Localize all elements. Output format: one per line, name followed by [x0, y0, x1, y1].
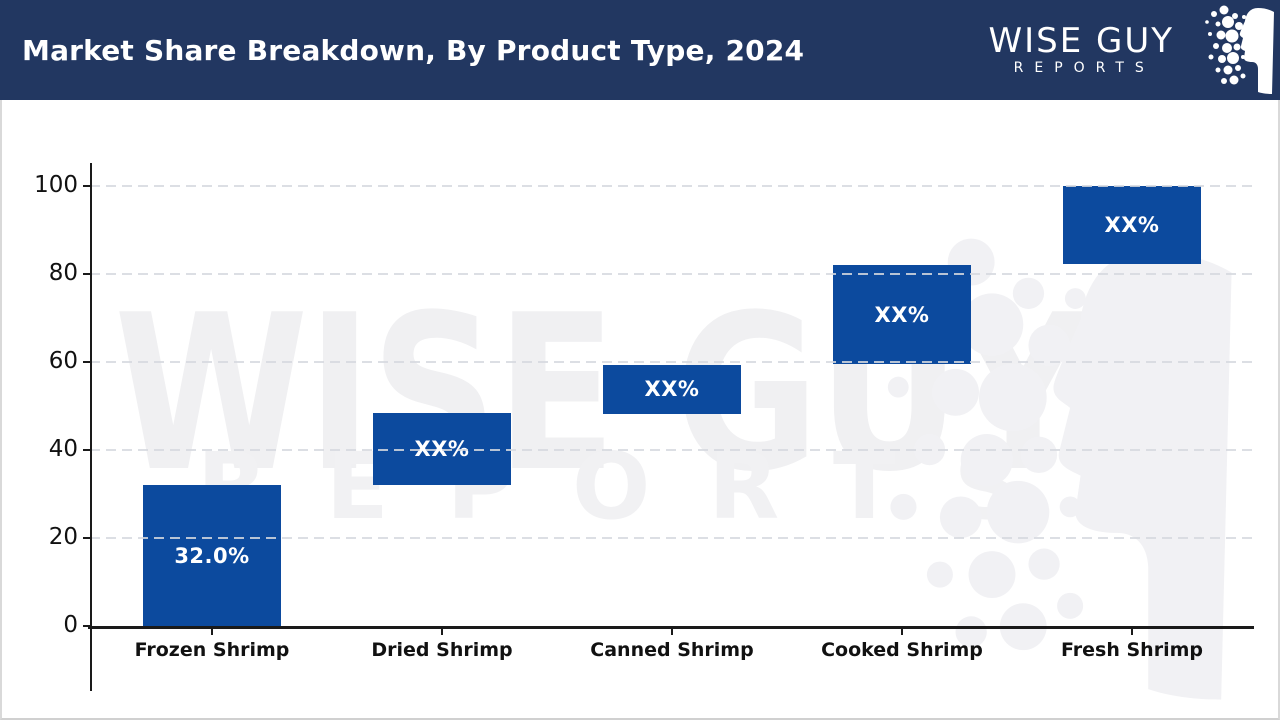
brand-logo: WISE GUY REPORTS — [988, 2, 1280, 98]
x-category-label: Frozen Shrimp — [134, 639, 290, 661]
header-bar: Market Share Breakdown, By Product Type,… — [0, 0, 1280, 100]
x-tick-mark — [441, 628, 443, 635]
x-tick-mark — [1131, 628, 1133, 635]
bar-value-label: XX% — [874, 302, 930, 327]
bar-cooked-shrimp: XX% — [833, 265, 971, 365]
y-tick-label: 100 — [34, 172, 78, 198]
gridline-y-80 — [90, 273, 1254, 275]
x-category-label: Dried Shrimp — [371, 639, 513, 661]
y-tick-label: 20 — [48, 524, 78, 550]
y-tick-mark — [83, 185, 90, 187]
x-tick-mark — [671, 628, 673, 635]
x-category-label: Cooked Shrimp — [821, 639, 983, 661]
bar-value-label: XX% — [1104, 212, 1160, 237]
page-title: Market Share Breakdown, By Product Type,… — [22, 33, 805, 67]
gridline-y-60 — [90, 361, 1254, 363]
gridline-y-40 — [90, 449, 1254, 451]
brand-logo-text: WISE GUY REPORTS — [988, 21, 1174, 76]
x-tick-mark — [211, 628, 213, 635]
y-tick-mark — [83, 625, 90, 627]
waterfall-chart: 0 20 40 60 80 100 32.0% Frozen Shrimp XX% Dried S… — [2, 100, 1280, 720]
gridline-y-20 — [90, 537, 1254, 539]
y-tick-mark — [83, 361, 90, 363]
y-tick-mark — [83, 449, 90, 451]
x-category-label: Fresh Shrimp — [1061, 639, 1203, 661]
bar-fresh-shrimp: XX% — [1063, 186, 1201, 264]
chart-canvas: WISE GUY REPORTS — [0, 100, 1280, 720]
y-tick-label: 60 — [48, 348, 78, 374]
bar-frozen-shrimp: 32.0% — [143, 485, 281, 626]
x-axis-line — [88, 626, 1254, 629]
y-tick-mark — [83, 273, 90, 275]
y-tick-label: 80 — [48, 260, 78, 286]
y-tick-mark — [83, 537, 90, 539]
y-tick-label: 0 — [63, 612, 78, 638]
dotted-head-logo-icon — [1180, 2, 1276, 98]
y-tick-label: 40 — [48, 436, 78, 462]
brand-subname: REPORTS — [1013, 59, 1155, 76]
bar-canned-shrimp: XX% — [603, 364, 741, 414]
brand-name: WISE GUY — [988, 21, 1174, 62]
y-axis-line — [90, 163, 92, 691]
gridline-y-100 — [90, 185, 1254, 187]
bar-value-label: 32.0% — [174, 543, 250, 568]
bar-value-label: XX% — [644, 377, 700, 402]
x-category-label: Canned Shrimp — [590, 639, 754, 661]
x-tick-mark — [901, 628, 903, 635]
